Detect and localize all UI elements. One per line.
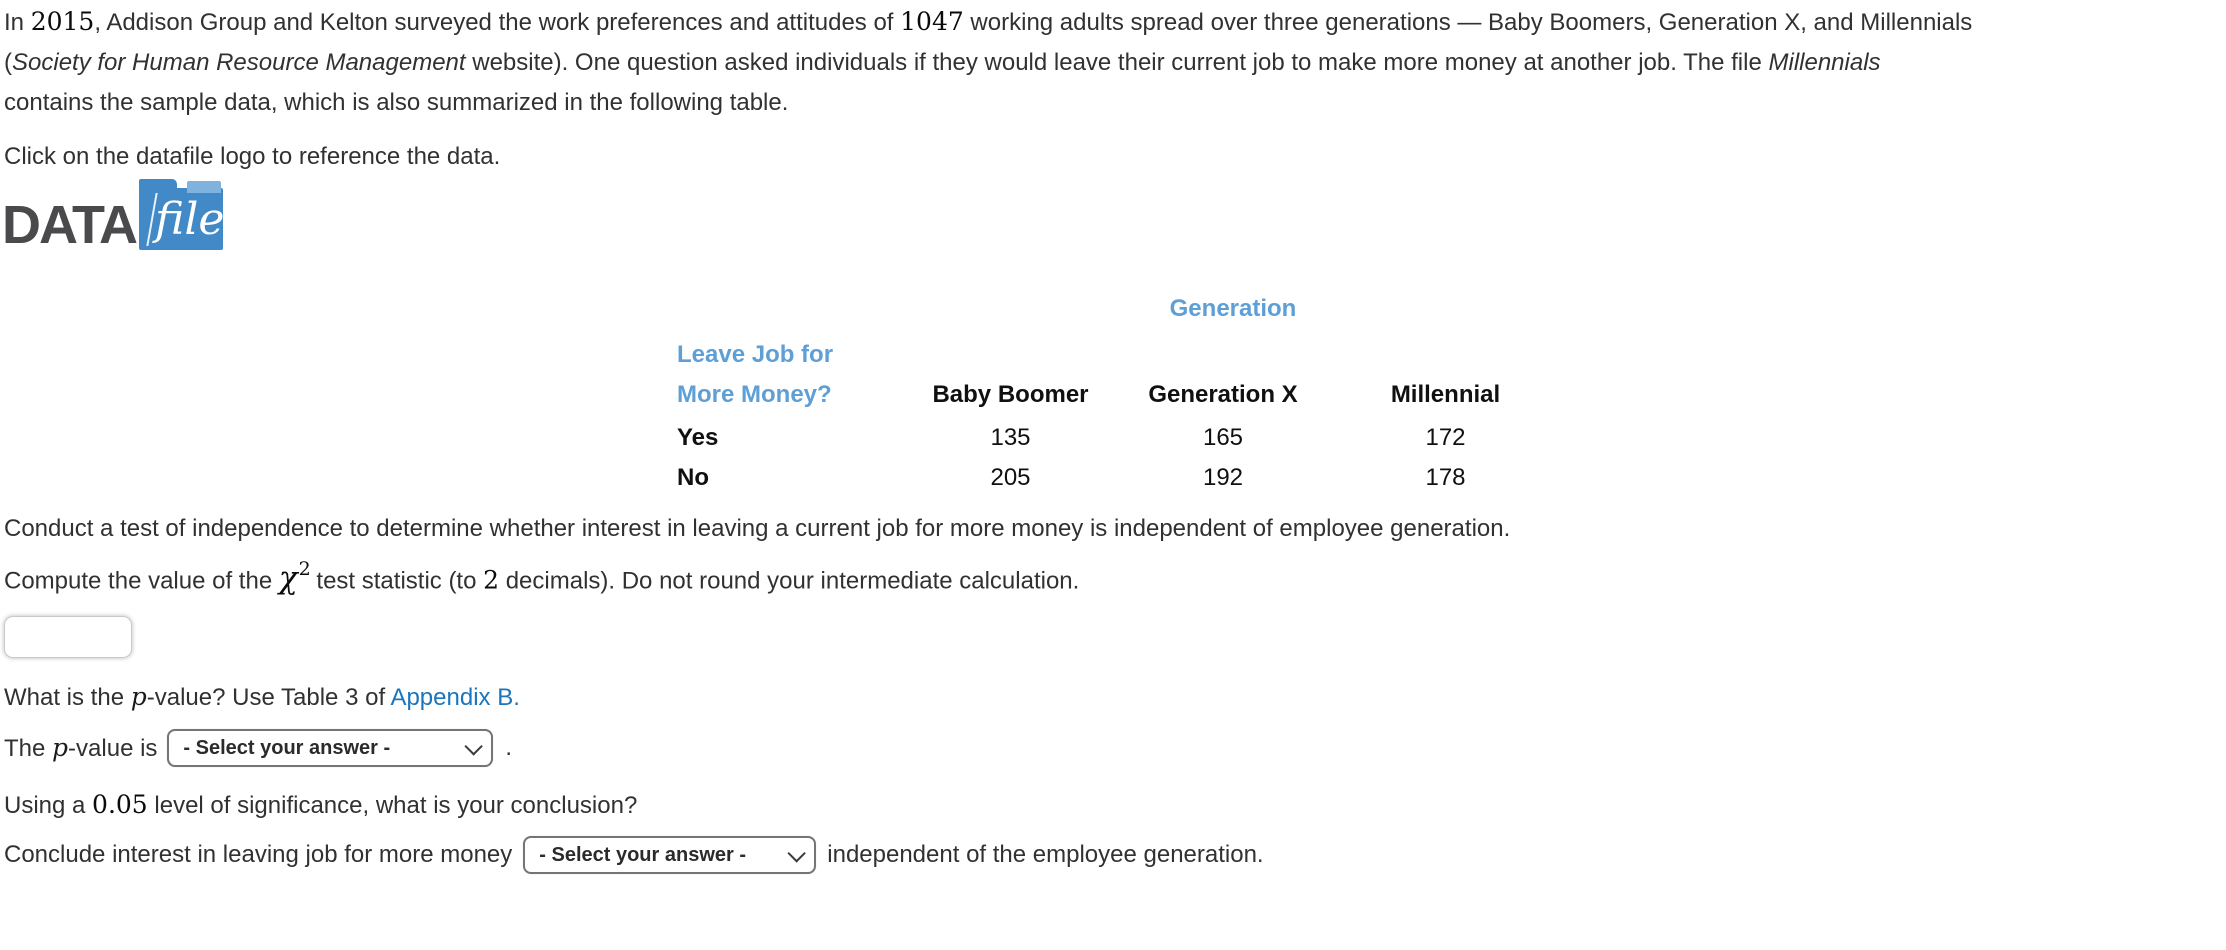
chevron-down-icon [464,736,484,756]
table-cell [677,292,908,338]
chi-square-statistic-input[interactable] [4,616,132,658]
datafile-instruction: Click on the datafile logo to reference … [4,143,501,170]
p-value-answer-line: The p-value is - Select your answer - . [4,729,512,767]
row-label-yes: Yes [677,424,719,451]
datafile-logo-data-text: DATA [2,195,138,256]
table-cell-no-baby-boomer: 205 [990,464,1031,491]
folder-tab [138,179,177,191]
generation-frequency-table: Generation Leave Job for More Money? Bab… [677,292,1558,501]
chi-square-symbol: χ2 [278,558,311,597]
column-header-generation-x: Generation X [1148,381,1298,408]
p-value-select[interactable]: - Select your answer - [167,729,494,767]
datafile-logo-file-text: file [154,194,225,245]
compute-statistic-statement: Compute the value of the χ2 test statist… [4,558,1080,597]
conclusion-select[interactable]: - Select your answer - [523,836,817,874]
significance-question: Using a 0.05 level of significance, what… [4,790,638,819]
year-value: 2015 [30,7,95,36]
conclusion-select-label: - Select your answer - [539,843,747,866]
appendix-b-link[interactable]: Appendix B. [390,684,520,711]
row-label-header-line2: More Money? [677,381,832,408]
sample-size-value: 1047 [900,7,964,36]
folder-back-sheet [186,181,221,193]
table-cell-no-millennial: 178 [1425,464,1466,491]
intro-line-1: In 2015, Addison Group and Kelton survey… [4,7,1973,36]
row-label-header-line1: Leave Job for [677,341,834,368]
datafile-logo[interactable]: DATA file [2,179,225,256]
folder-icon: file [138,179,225,250]
intro-paragraph: In 2015, Addison Group and Kelton survey… [4,2,1972,123]
table-cell-yes-generation-x: 165 [1202,424,1244,451]
table-cell-yes-baby-boomer: 135 [990,424,1031,451]
intro-line-3: contains the sample data, which is also … [4,89,789,116]
source-title: Society for Human Resource Management [12,49,466,76]
file-name: Millennials [1768,49,1881,76]
column-header-baby-boomer: Baby Boomer [932,381,1089,408]
conduct-test-statement: Conduct a test of independence to determ… [4,515,1511,542]
table-group-header: Generation [1169,295,1297,322]
column-header-millennial: Millennial [1390,381,1501,408]
chevron-down-icon [787,843,807,863]
significance-level-value: 0.05 [92,790,148,819]
intro-line-2: (Society for Human Resource Management w… [4,49,1881,76]
table-cell-no-generation-x: 192 [1202,464,1244,491]
decimals-value: 2 [483,565,500,595]
row-label-no: No [677,464,709,491]
conclusion-line: Conclude interest in leaving job for mor… [4,836,1264,874]
p-symbol: p [130,682,147,711]
sentence-period: . [505,734,513,761]
p-symbol: p [52,733,69,762]
table-cell-yes-millennial: 172 [1425,424,1466,451]
p-value-question: What is the p-value? Use Table 3 of Appe… [4,682,520,711]
p-value-select-label: - Select your answer - [183,736,391,759]
